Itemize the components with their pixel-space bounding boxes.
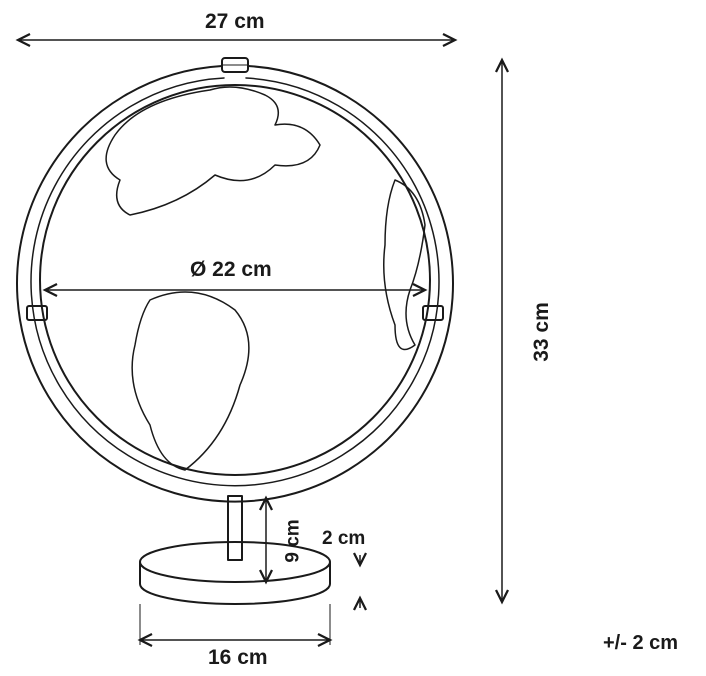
label-overall-width: 27 cm <box>205 10 265 34</box>
label-base-thickness: 2 cm <box>322 528 365 550</box>
label-tolerance: +/- 2 cm <box>603 632 678 655</box>
diagram-stage: 27 cm 33 cm Ø 22 cm 16 cm 9 cm 2 cm +/- … <box>0 0 706 676</box>
label-overall-height: 33 cm <box>530 302 554 362</box>
label-globe-diameter: Ø 22 cm <box>190 258 272 282</box>
stem <box>228 496 242 560</box>
product-outline <box>17 58 453 604</box>
continent-sa <box>132 292 249 470</box>
continent-af <box>384 180 425 350</box>
ring-outer <box>17 66 453 502</box>
label-base-diameter: 16 cm <box>208 646 268 670</box>
label-stand-height: 9 cm <box>283 519 305 562</box>
continent-na <box>106 87 320 215</box>
globe-drawing <box>0 0 706 676</box>
